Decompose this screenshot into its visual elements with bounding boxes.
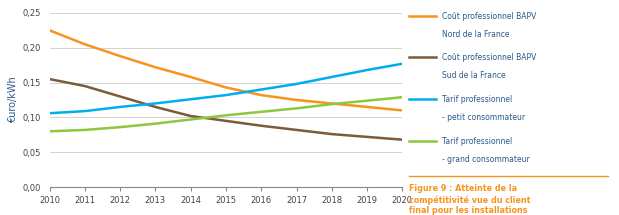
Text: Sud de la France: Sud de la France [442, 71, 506, 80]
Text: Coût professionnel BAPV: Coût professionnel BAPV [442, 54, 537, 63]
Text: Tarif professionnel: Tarif professionnel [442, 137, 513, 146]
Text: - petit consommateur: - petit consommateur [442, 113, 526, 122]
Text: Coût professionnel BAPV: Coût professionnel BAPV [442, 12, 537, 21]
Text: Tarif professionnel: Tarif professionnel [442, 95, 513, 104]
Y-axis label: €uro/kWh: €uro/kWh [8, 77, 18, 123]
Text: final pour les installations: final pour les installations [409, 206, 527, 215]
Text: Nord de la France: Nord de la France [442, 30, 509, 39]
Text: - grand consommateur: - grand consommateur [442, 155, 530, 164]
Text: compétitivité vue du client: compétitivité vue du client [409, 195, 530, 204]
Text: Figure 9 : Atteinte de la: Figure 9 : Atteinte de la [409, 184, 517, 193]
